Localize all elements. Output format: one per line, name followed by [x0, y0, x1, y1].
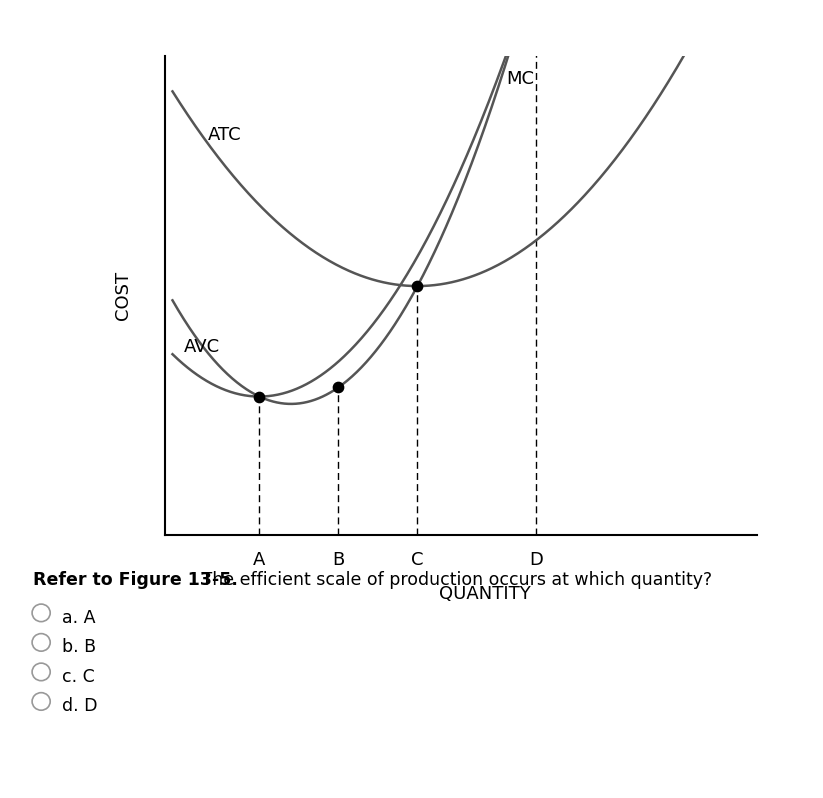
Text: The efficient scale of production occurs at which quantity?: The efficient scale of production occurs…	[196, 571, 712, 589]
Text: D: D	[529, 551, 543, 569]
Text: a. A: a. A	[62, 609, 95, 627]
Text: A: A	[253, 551, 266, 569]
Text: d. D: d. D	[62, 697, 97, 716]
Text: C: C	[412, 551, 424, 569]
Point	[411, 279, 424, 292]
Text: QUANTITY: QUANTITY	[439, 585, 531, 603]
Text: B: B	[332, 551, 345, 569]
Point	[253, 390, 266, 403]
Text: Refer to Figure 13-5.: Refer to Figure 13-5.	[33, 571, 238, 589]
Text: AVC: AVC	[184, 338, 221, 356]
Text: MC: MC	[506, 70, 534, 89]
Point	[332, 381, 345, 393]
Text: c. C: c. C	[62, 668, 95, 686]
Text: ATC: ATC	[208, 126, 242, 144]
Text: b. B: b. B	[62, 638, 95, 657]
Text: COST: COST	[114, 271, 133, 320]
